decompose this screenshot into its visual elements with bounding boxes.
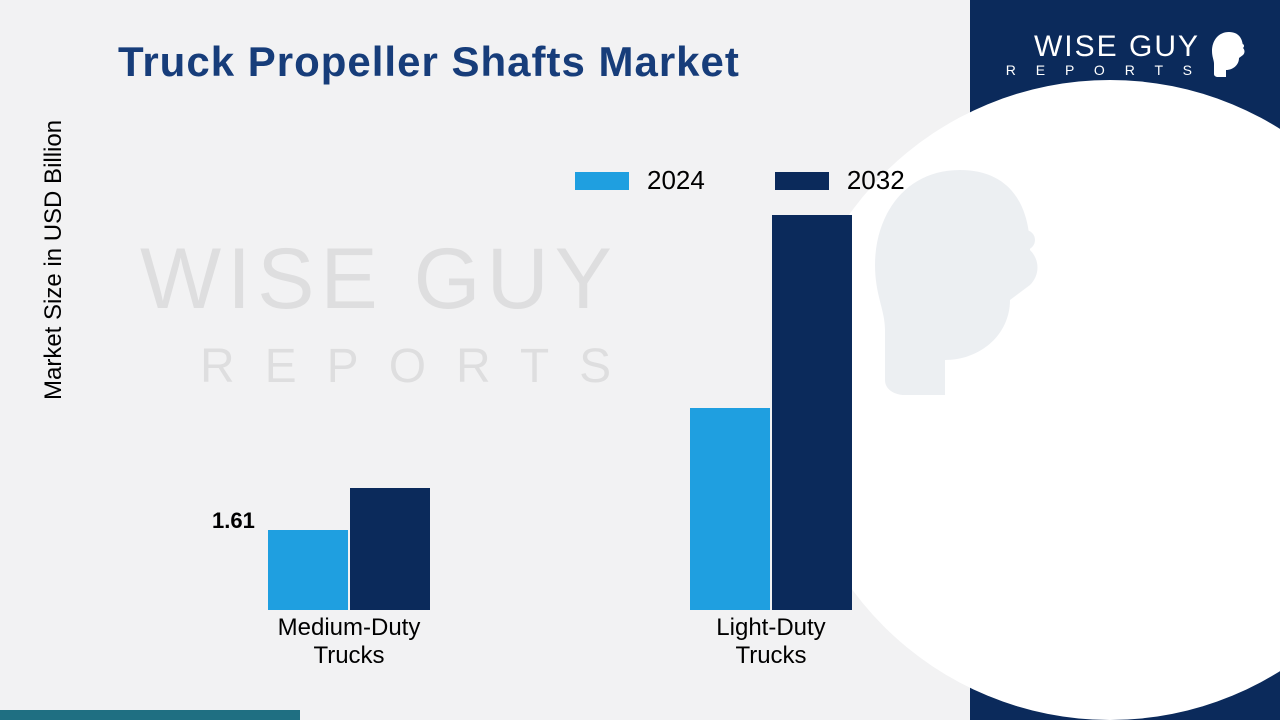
bar — [350, 488, 430, 611]
legend-swatch-2024 — [575, 172, 629, 190]
plot-area: 1.61Medium-DutyTrucksLight-DutyTrucks — [130, 210, 960, 610]
x-axis-label: Medium-DutyTrucks — [249, 610, 449, 669]
legend: 2024 2032 — [575, 165, 905, 196]
chart-title: Truck Propeller Shafts Market — [118, 38, 740, 86]
value-label: 1.61 — [212, 508, 255, 534]
x-axis-label: Light-DutyTrucks — [671, 610, 871, 669]
y-axis-label: Market Size in USD Billion — [40, 120, 68, 400]
brand-line1: WISE GUY — [1034, 30, 1200, 64]
legend-item-2024: 2024 — [575, 165, 705, 196]
bar — [690, 408, 770, 611]
chart-stage: Truck Propeller Shafts Market WISE GUY R… — [0, 0, 1280, 720]
legend-item-2032: 2032 — [775, 165, 905, 196]
brand-line2: R E P O R T S — [1006, 62, 1200, 78]
legend-label-2032: 2032 — [847, 165, 905, 196]
bar — [268, 530, 348, 611]
bottom-strip — [0, 710, 300, 720]
legend-label-2024: 2024 — [647, 165, 705, 196]
bar — [772, 215, 852, 610]
legend-swatch-2032 — [775, 172, 829, 190]
head-icon — [1208, 30, 1250, 78]
brand-block: WISE GUY R E P O R T S — [1006, 30, 1250, 78]
